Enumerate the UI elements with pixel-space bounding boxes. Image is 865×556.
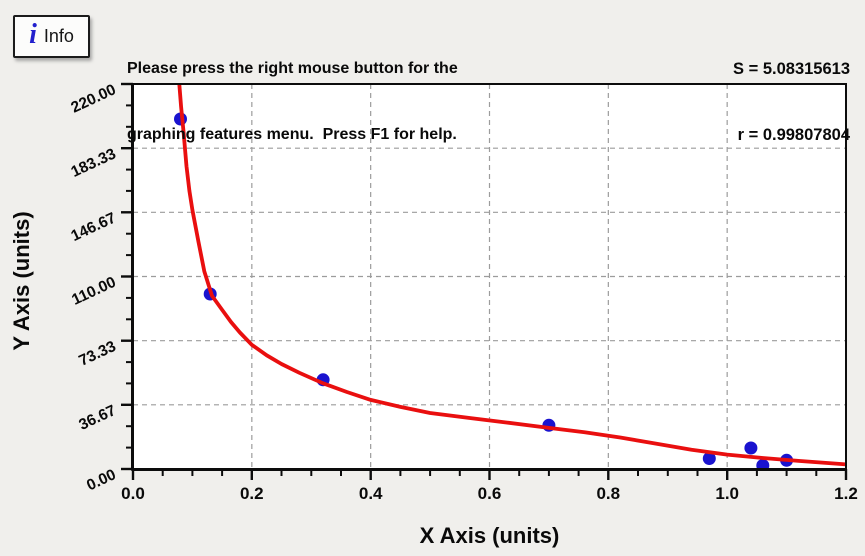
data-point[interactable] [756,459,770,472]
x-tick-label: 0.4 [359,484,383,503]
y-tick-label: 146.67 [69,210,119,245]
x-tick-label: 1.0 [715,484,739,503]
y-tick-label: 220.00 [69,81,119,116]
stat-standard-error: S = 5.08315613 [733,60,850,78]
instructions-line-2: graphing features menu. Press F1 for hel… [127,126,457,143]
x-axis-title: X Axis (units) [419,523,560,548]
x-tick-label: 1.2 [834,484,858,503]
stat-correlation: r = 0.99807804 [737,126,850,144]
x-tick-label: 0.2 [240,484,264,503]
y-tick-label: 110.00 [69,274,118,309]
y-tick-label: 183.33 [69,145,119,181]
instructions-line-1: Please press the right mouse button for … [127,60,458,77]
info-button[interactable]: i Info [13,15,90,58]
instructions-text: Please press the right mouse button for … [127,14,458,190]
x-tick-label: 0.6 [478,484,502,503]
fit-statistics: S = 5.08315613 r = 0.99807804 [733,14,850,190]
fit-curve [177,83,847,467]
info-button-label: Info [43,26,74,46]
data-point[interactable] [744,441,758,455]
data-point[interactable] [702,452,716,465]
x-tick-label: 0.8 [596,484,620,503]
y-tick-label: 0.00 [84,466,119,494]
info-icon: i [29,18,37,50]
x-tick-label: 0.0 [121,484,145,503]
y-tick-label: 73.33 [76,338,119,370]
y-axis-title: Y Axis (units) [9,211,34,351]
y-tick-label: 36.67 [76,402,118,434]
